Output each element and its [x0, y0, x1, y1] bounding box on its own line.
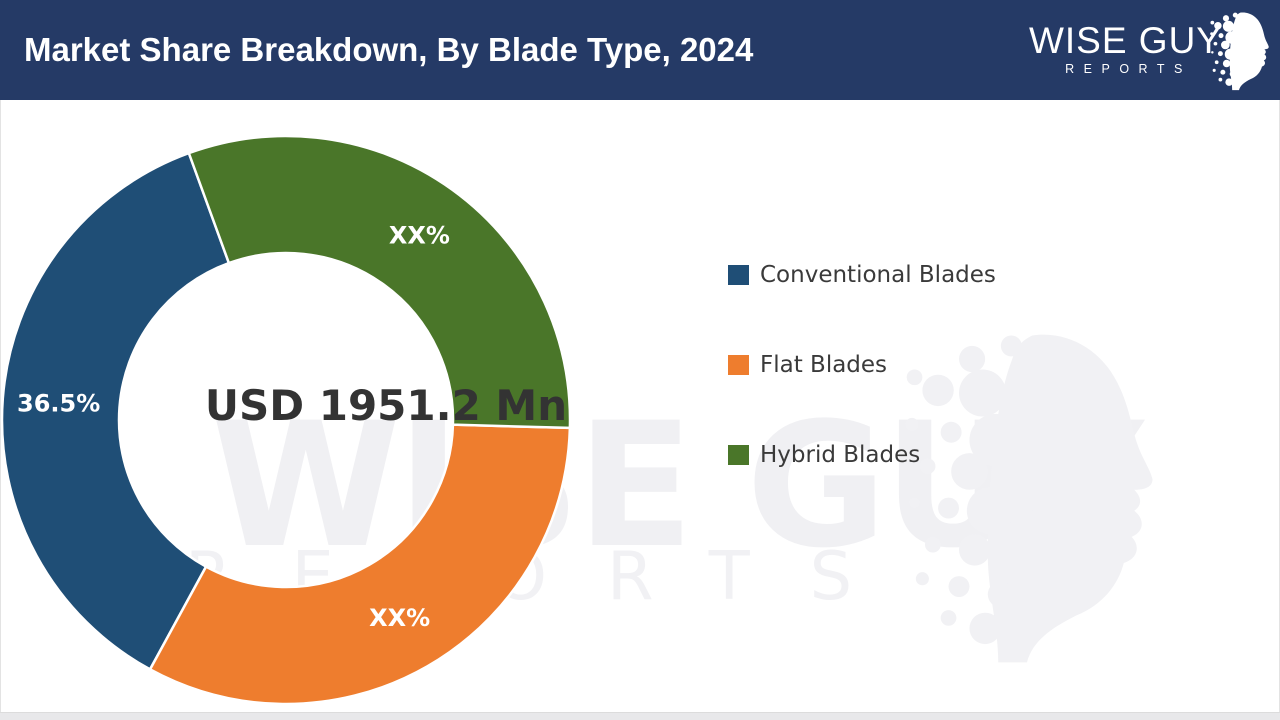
watermark-face-icon — [896, 325, 1158, 665]
logo-subtitle: REPORTS — [1065, 62, 1192, 77]
legend-label: Conventional Blades — [760, 262, 996, 288]
header-bar: Market Share Breakdown, By Blade Type, 2… — [0, 0, 1280, 100]
logo-wordmark: WISE GUY — [1028, 20, 1222, 62]
legend-swatch — [728, 355, 749, 375]
wiseguy-logo-text: WISE GUY REPORTS — [1029, 22, 1222, 77]
chart-area: WISE GUY REPORTS 36.5% XX% XX% USD 1951.2 … — [0, 100, 1280, 712]
legend-swatch — [728, 265, 749, 285]
legend-item-conventional-blades: Conventional Blades — [728, 254, 996, 296]
legend-item-hybrid-blades: Hybrid Blades — [728, 434, 920, 476]
legend-item-flat-blades: Flat Blades — [728, 344, 887, 386]
slice-label: XX% — [389, 222, 450, 250]
donut-slice — [187, 134, 572, 430]
donut-chart: 36.5% XX% XX% — [0, 134, 572, 706]
slice-label: 36.5% — [17, 389, 100, 417]
wiseguy-logo: WISE GUY REPORTS — [1029, 6, 1270, 94]
donut-slice — [0, 151, 231, 671]
bottom-strip — [0, 712, 1280, 720]
legend-label: Hybrid Blades — [760, 442, 921, 468]
donut-center-value: USD 1951.2 Mn — [204, 381, 568, 430]
page-title: Market Share Breakdown, By Blade Type, 2… — [24, 31, 754, 68]
slice-label: XX% — [369, 604, 430, 632]
legend-label: Flat Blades — [760, 352, 888, 378]
legend-swatch — [728, 445, 749, 465]
donut-slice — [148, 423, 572, 706]
wiseguy-face-icon — [1208, 10, 1270, 91]
